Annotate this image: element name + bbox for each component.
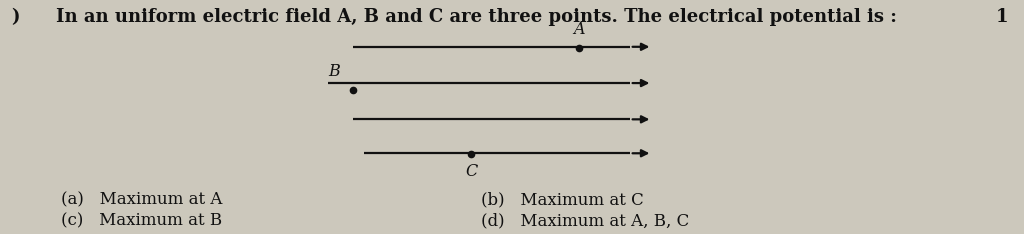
Text: (c)   Maximum at B: (c) Maximum at B	[61, 213, 222, 230]
Text: In an uniform electric field A, B and C are three points. The electrical potenti: In an uniform electric field A, B and C …	[56, 8, 897, 26]
Text: C: C	[465, 164, 477, 180]
Text: ): )	[11, 8, 19, 26]
Text: (b)   Maximum at C: (b) Maximum at C	[481, 192, 644, 208]
Text: 1: 1	[995, 8, 1008, 26]
Text: (d)   Maximum at A, B, C: (d) Maximum at A, B, C	[481, 213, 689, 230]
Text: A: A	[572, 21, 585, 38]
Text: (a)   Maximum at A: (a) Maximum at A	[61, 192, 223, 208]
Text: B: B	[328, 63, 340, 80]
